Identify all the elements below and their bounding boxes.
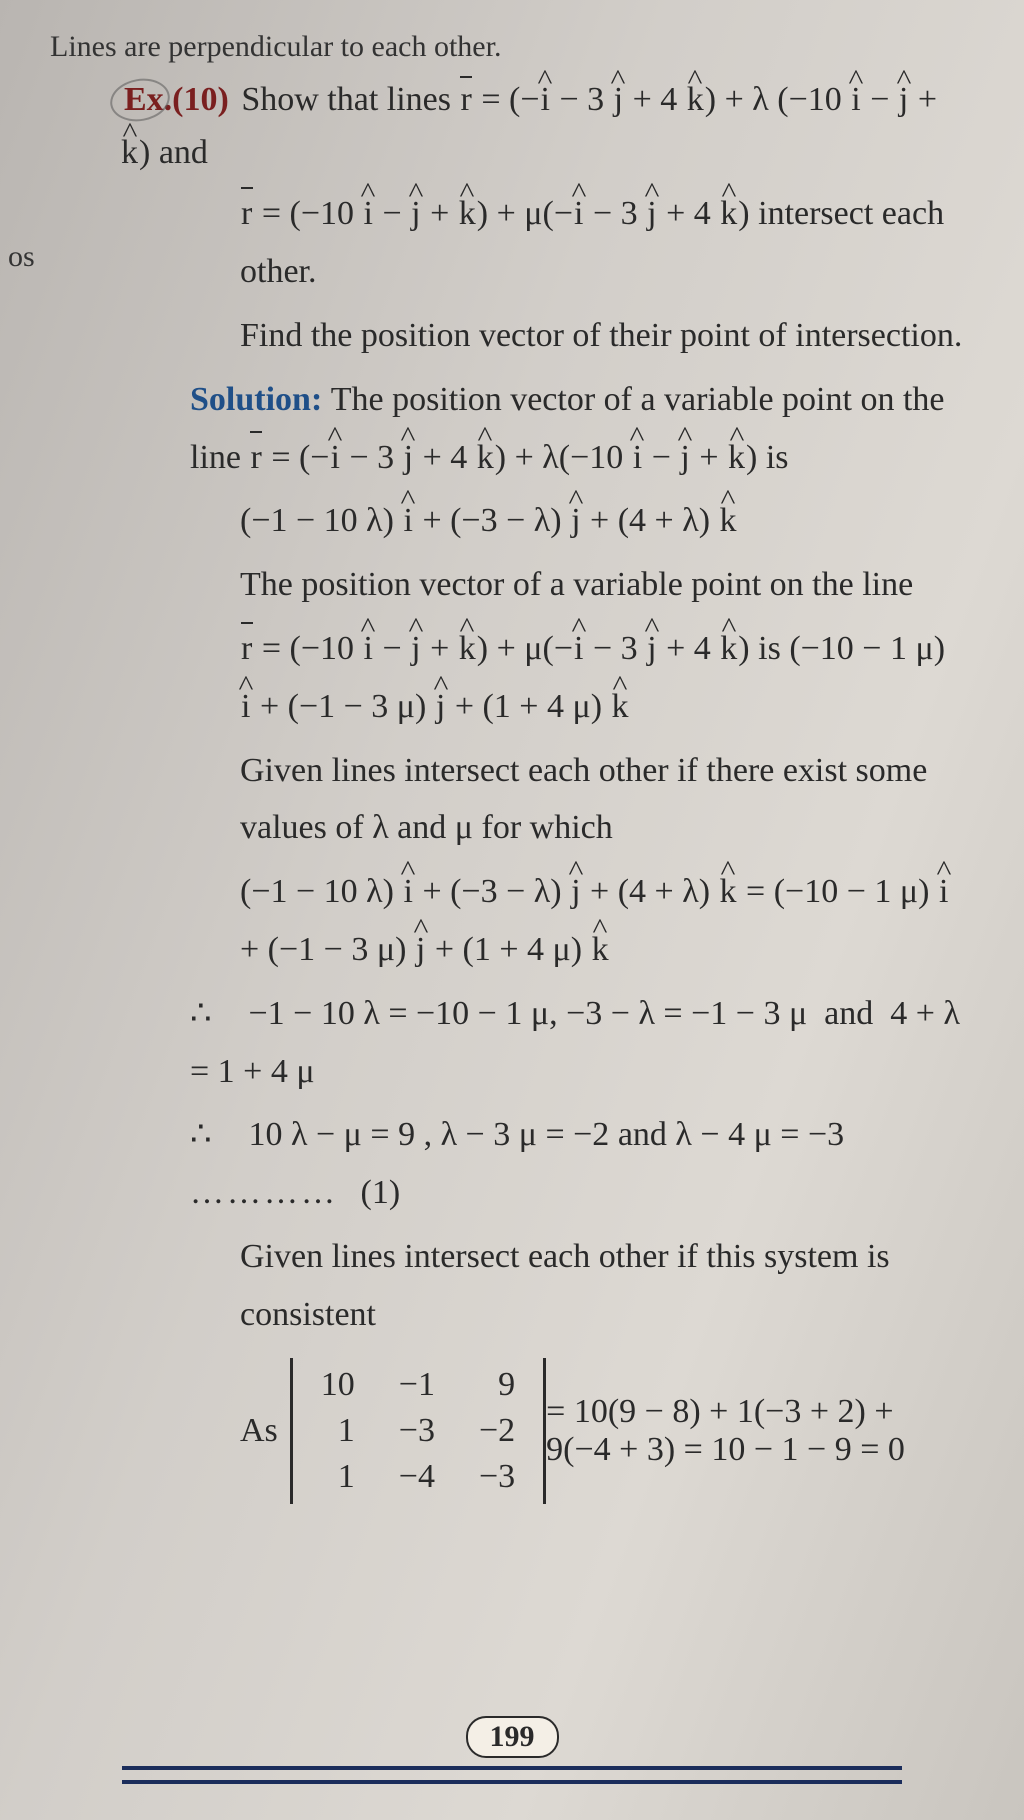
ellipsis: …………	[190, 1174, 338, 1211]
matrix-row: 1 −4 −3	[299, 1454, 537, 1500]
solution-line-1: Solution: The position vector of a varia…	[120, 371, 964, 487]
math: λ and μ	[372, 809, 473, 846]
solution-line-6: (−1 − 10 λ) i + (−3 − λ) j + (4 + λ) k =…	[120, 863, 964, 979]
determinant: 10 −1 9 1 −3 −2 1 −4 −3	[290, 1358, 546, 1504]
matrix-cell: −4	[377, 1454, 457, 1500]
text: and	[159, 134, 208, 171]
solution-label: Solution:	[190, 381, 331, 418]
math: r = (−i − 3 j + 4 k) + λ(−10 i − j + k)	[249, 439, 765, 476]
math: r = (−10 i − j + k) + μ(−i − 3 j + 4 k)	[240, 630, 758, 667]
math: r = (−10 i − j + k) + μ(−i − 3 j + 4 k)	[240, 195, 758, 232]
determinant-row: As 10 −1 9 1 −3 −2 1 −4 −3	[120, 1358, 964, 1504]
matrix-cell: 10	[299, 1362, 377, 1408]
text: is	[758, 630, 789, 667]
text: Show that lines	[241, 81, 459, 118]
page: Lines are perpendicular to each other. o…	[0, 0, 1024, 1820]
text: for which	[482, 809, 613, 846]
matrix-cell: −1	[377, 1362, 457, 1408]
math: λ − 4 μ = −3	[675, 1116, 844, 1153]
math: −1 − 10 λ = −10 − 1 μ, −3 − λ = −1 − 3 μ…	[190, 995, 960, 1090]
determinant-lead: As	[240, 1412, 278, 1450]
page-footer: 199	[0, 1716, 1024, 1784]
page-number: 199	[466, 1716, 559, 1758]
matrix-cell: 9	[457, 1362, 537, 1408]
equation-number: (1)	[361, 1174, 401, 1211]
math: (−1 − 10 λ) i + (−3 − λ) j + (4 + λ) k =…	[240, 873, 949, 968]
determinant-rhs: = 10(9 − 8) + 1(−3 + 2) + 9(−4 + 3) = 10…	[546, 1393, 964, 1469]
math: (−1 − 10 λ) i + (−3 − λ) j + (4 + λ) k	[240, 502, 738, 539]
matrix: 10 −1 9 1 −3 −2 1 −4 −3	[299, 1362, 537, 1500]
text: and	[618, 1116, 676, 1153]
solution-line-4: r = (−10 i − j + k) + μ(−i − 3 j + 4 k) …	[120, 620, 964, 736]
matrix-row: 10 −1 9	[299, 1362, 537, 1408]
matrix-cell: 1	[299, 1454, 377, 1500]
solution-line-8: ∴ 10 λ − μ = 9 , λ − 3 μ = −2 and λ − 4 …	[120, 1106, 964, 1222]
matrix-cell: 1	[299, 1408, 377, 1454]
matrix-cell: −2	[457, 1408, 537, 1454]
matrix-row: 1 −3 −2	[299, 1408, 537, 1454]
top-fragment: Lines are perpendicular to each other.	[50, 30, 964, 64]
solution-line-3: The position vector of a variable point …	[120, 556, 964, 614]
text: is	[766, 439, 789, 476]
example-line-3: Find the position vector of their point …	[120, 307, 964, 365]
example-line-2: r = (−10 i − j + k) + μ(−i − 3 j + 4 k) …	[120, 185, 964, 301]
solution-line-7: ∴ −1 − 10 λ = −10 − 1 μ, −3 − λ = −1 − 3…	[120, 985, 964, 1101]
matrix-cell: −3	[457, 1454, 537, 1500]
matrix-cell: −3	[377, 1408, 457, 1454]
example-line-1: Ex.(10) Show that lines r = (−i − 3 j + …	[120, 74, 964, 179]
therefore-symbol: ∴	[190, 1106, 240, 1164]
side-fragment: os	[8, 240, 35, 274]
therefore-symbol: ∴	[190, 985, 240, 1043]
footer-rule	[122, 1766, 902, 1784]
solution-line-9: Given lines intersect each other if this…	[120, 1228, 964, 1344]
solution-line-5: Given lines intersect each other if ther…	[120, 742, 964, 858]
solution-line-2: (−1 − 10 λ) i + (−3 − λ) j + (4 + λ) k	[120, 492, 964, 550]
math: 10 λ − μ = 9 , λ − 3 μ = −2	[249, 1116, 618, 1153]
